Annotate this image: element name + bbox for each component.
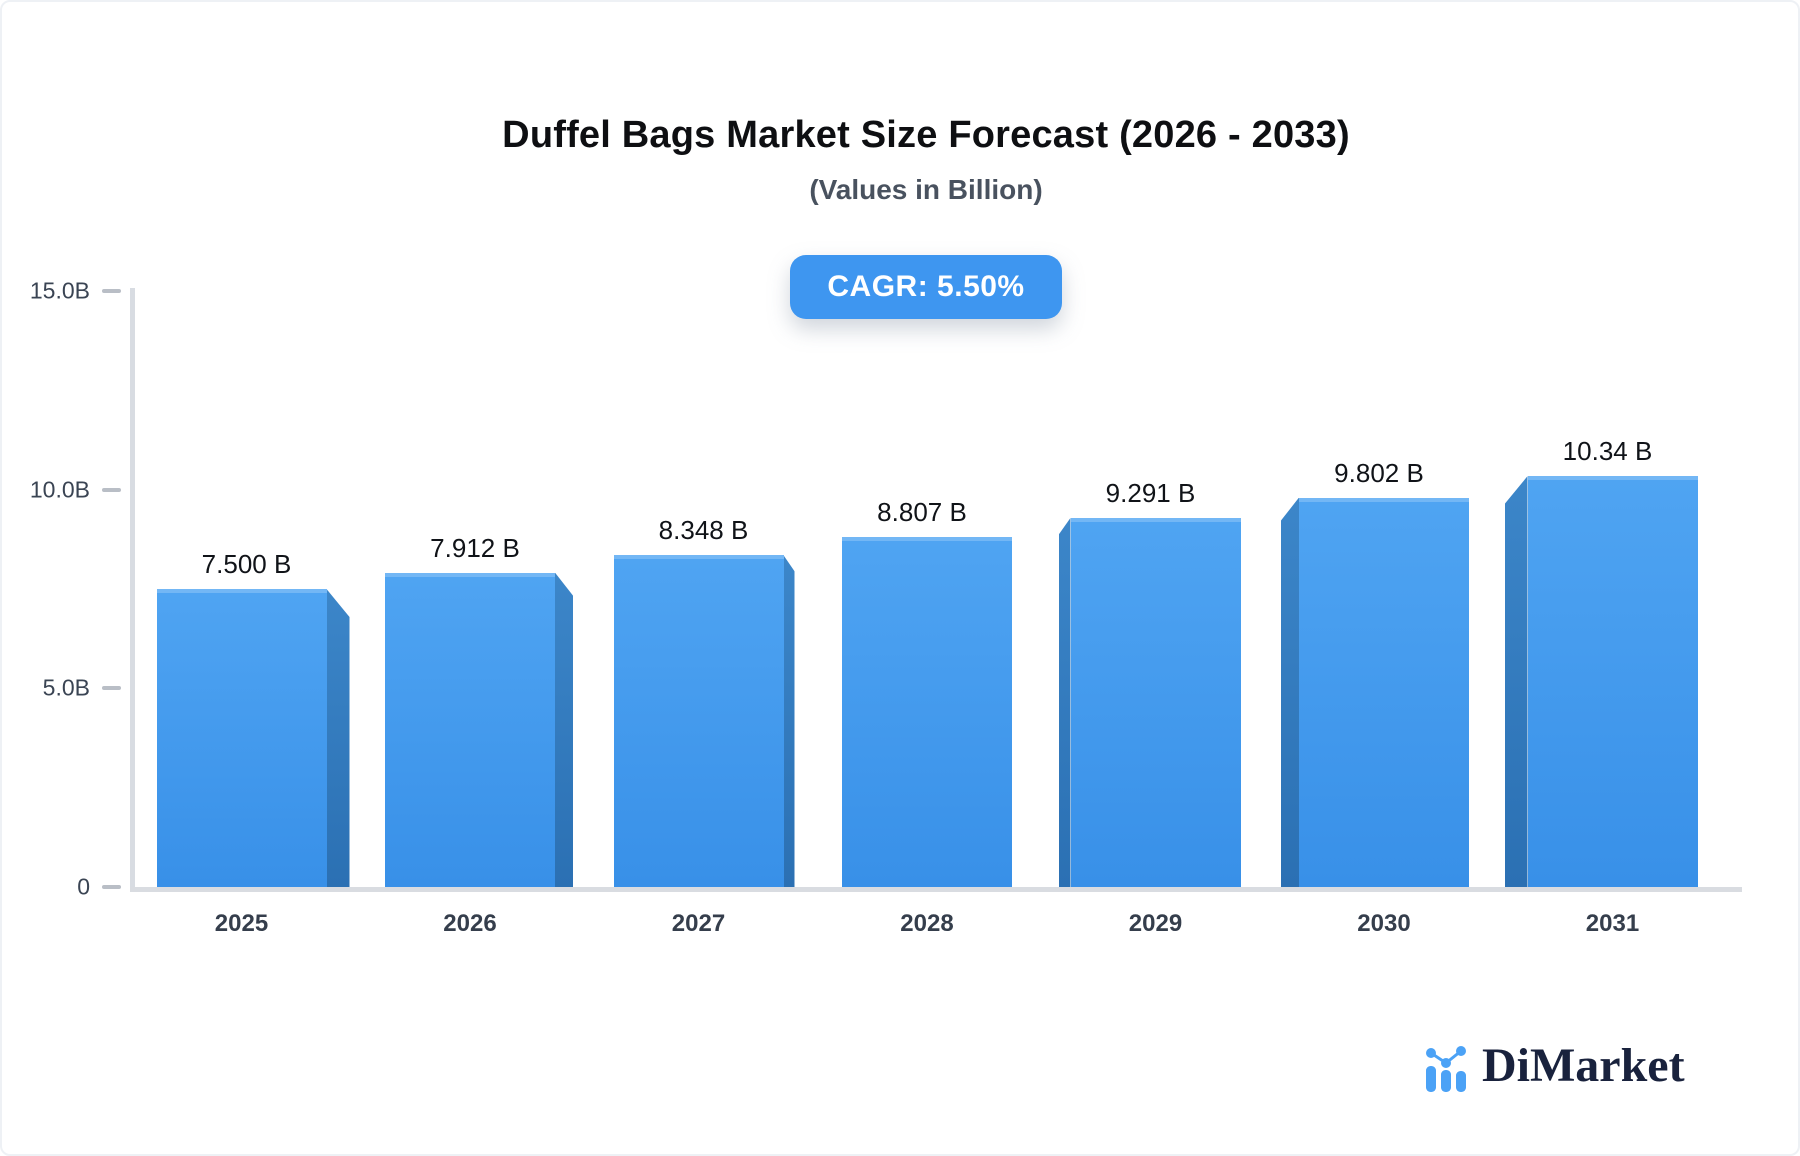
bar-side-face [783, 555, 795, 887]
chart-subtitle: (Values in Billion) [809, 174, 1043, 205]
x-axis-label: 2027 [671, 910, 726, 937]
bar-face [1070, 517, 1241, 887]
bar-face [1299, 497, 1469, 887]
cagr-badge-label: CAGR: 5.50% [827, 270, 1025, 303]
bar-face [1527, 476, 1698, 887]
bar [156, 589, 350, 887]
cagr-badge: CAGR: 5.50% [790, 255, 1062, 319]
y-axis-tick-label: 10.0B [29, 476, 90, 503]
brand-logo: DiMarket [1425, 1039, 1685, 1099]
bar-side-face [1058, 517, 1071, 887]
y-axis-tick [102, 885, 121, 889]
bar-value-label: 9.291 B [1105, 477, 1196, 508]
bar [1281, 497, 1469, 887]
bar [842, 537, 1012, 887]
y-axis-tick-label: 0 [77, 873, 90, 900]
bar-side-face [326, 589, 350, 887]
x-axis-line [130, 887, 1742, 892]
y-axis-tick [102, 686, 121, 691]
bar-face [613, 555, 784, 887]
mini-bar-chart-icon [1425, 1044, 1469, 1099]
bar [1504, 476, 1698, 887]
y-axis-tick-label: 15.0B [29, 277, 90, 304]
x-axis-label: 2030 [1357, 910, 1411, 937]
y-axis-tick [102, 487, 121, 492]
bar-value-label: 8.807 B [877, 497, 967, 528]
bar-face [842, 537, 1012, 887]
bar-value-label: 9.802 B [1334, 457, 1424, 488]
bar-side-face [1504, 476, 1528, 887]
bar-value-label: 7.912 B [430, 532, 520, 563]
brand-logo-text: DiMarket [1482, 1039, 1685, 1092]
x-axis-label: 2026 [443, 910, 497, 937]
bar-value-label: 8.348 B [658, 515, 749, 546]
x-axis-label: 2028 [900, 910, 954, 937]
bar-side-face [1281, 497, 1299, 887]
y-axis-tick [102, 289, 121, 293]
y-axis-line [130, 288, 135, 892]
bar-value-label: 10.34 B [1562, 436, 1653, 467]
bar-face [385, 572, 555, 887]
bar [1058, 517, 1241, 887]
chart-title: Duffel Bags Market Size Forecast (2026 -… [502, 114, 1350, 156]
x-axis-label: 2031 [1585, 910, 1640, 937]
bar [385, 572, 573, 887]
bar-side-face [555, 572, 573, 887]
x-axis-label: 2029 [1128, 910, 1183, 937]
bar-value-label: 7.500 B [201, 549, 292, 579]
x-axis-label: 2025 [214, 910, 269, 937]
y-axis-tick-label: 5.0B [42, 674, 90, 701]
bar-face [156, 589, 327, 887]
bar [613, 555, 795, 887]
